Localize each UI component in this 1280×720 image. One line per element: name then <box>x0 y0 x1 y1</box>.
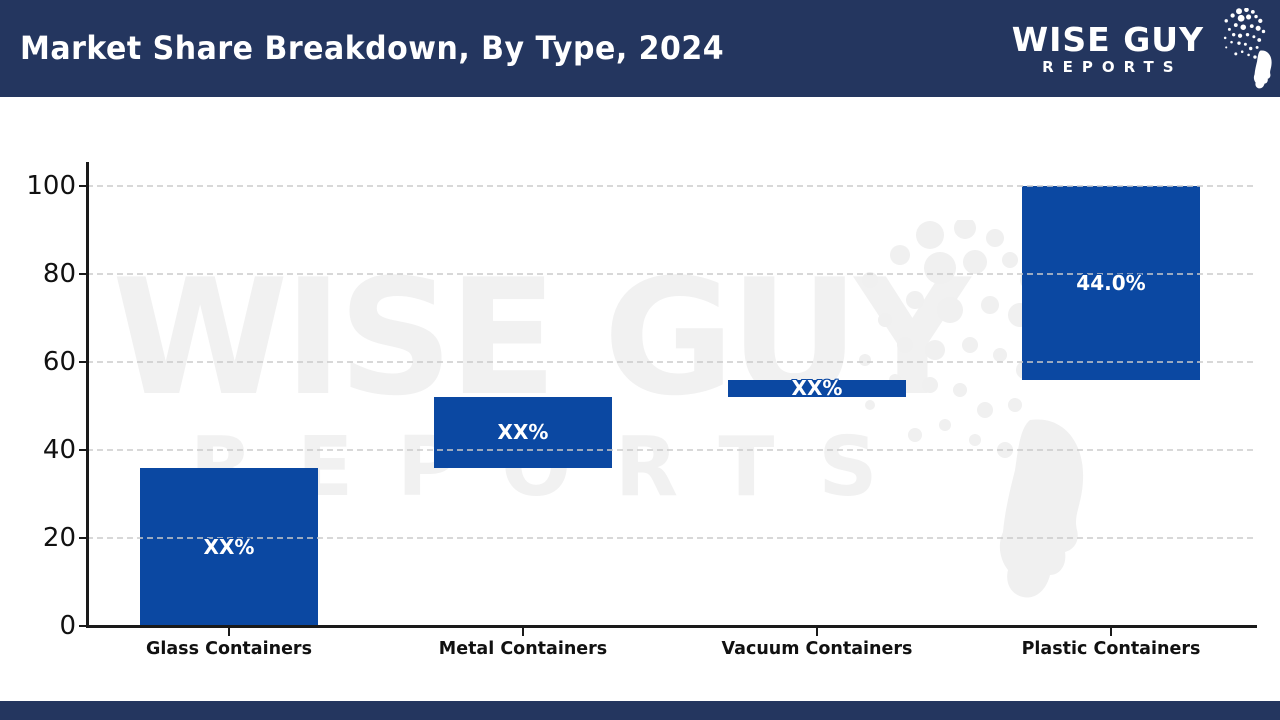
bar-segment <box>434 397 612 468</box>
brand-name: WISE GUY <box>1011 19 1204 59</box>
brand-logo-text: WISE GUY REPORTS <box>1011 19 1204 76</box>
bar-segment <box>728 379 906 398</box>
y-axis-tick <box>79 448 87 452</box>
x-axis-tick <box>815 627 819 636</box>
x-axis-tick <box>227 627 231 636</box>
x-axis-tick <box>1109 627 1113 636</box>
header-bar: Market Share Breakdown, By Type, 2024 WI… <box>0 0 1280 97</box>
y-axis-tick <box>79 272 87 276</box>
bar-segment <box>140 467 318 626</box>
y-axis-tick <box>79 184 87 188</box>
x-axis-line <box>86 625 1257 628</box>
y-axis-tick <box>79 536 87 540</box>
footer-bar <box>0 701 1280 720</box>
y-tick-label: 80 <box>42 259 76 289</box>
x-category-label: Plastic Containers <box>1021 639 1201 659</box>
gridline <box>87 273 1257 275</box>
gridline <box>87 537 1257 539</box>
brand-logo: WISE GUY REPORTS <box>1012 8 1280 89</box>
y-tick-label: 20 <box>42 523 76 553</box>
bar-value-label: XX% <box>791 376 843 401</box>
brand-subtitle: REPORTS <box>1042 57 1183 76</box>
gridline <box>87 361 1257 363</box>
x-category-label: Metal Containers <box>438 639 608 659</box>
x-category-label: Glass Containers <box>146 639 312 659</box>
x-category-label: Vacuum Containers <box>721 639 913 659</box>
gridline <box>87 185 1257 187</box>
y-tick-label: 0 <box>59 611 76 641</box>
bar-segment <box>1022 186 1200 380</box>
x-axis-tick <box>521 627 525 636</box>
page-title: Market Share Breakdown, By Type, 2024 <box>20 29 725 68</box>
y-axis-tick <box>79 624 87 628</box>
y-axis-tick <box>79 360 87 364</box>
y-tick-label: 100 <box>26 171 76 201</box>
y-axis-line <box>86 162 89 628</box>
y-tick-label: 40 <box>42 435 76 465</box>
dot-face-logo-icon <box>1223 8 1272 89</box>
bar-value-label: XX% <box>203 534 255 559</box>
gridline <box>87 449 1257 451</box>
bar-value-label: XX% <box>497 420 549 445</box>
y-tick-label: 60 <box>42 347 76 377</box>
bar-value-label: 44.0% <box>1076 270 1146 295</box>
